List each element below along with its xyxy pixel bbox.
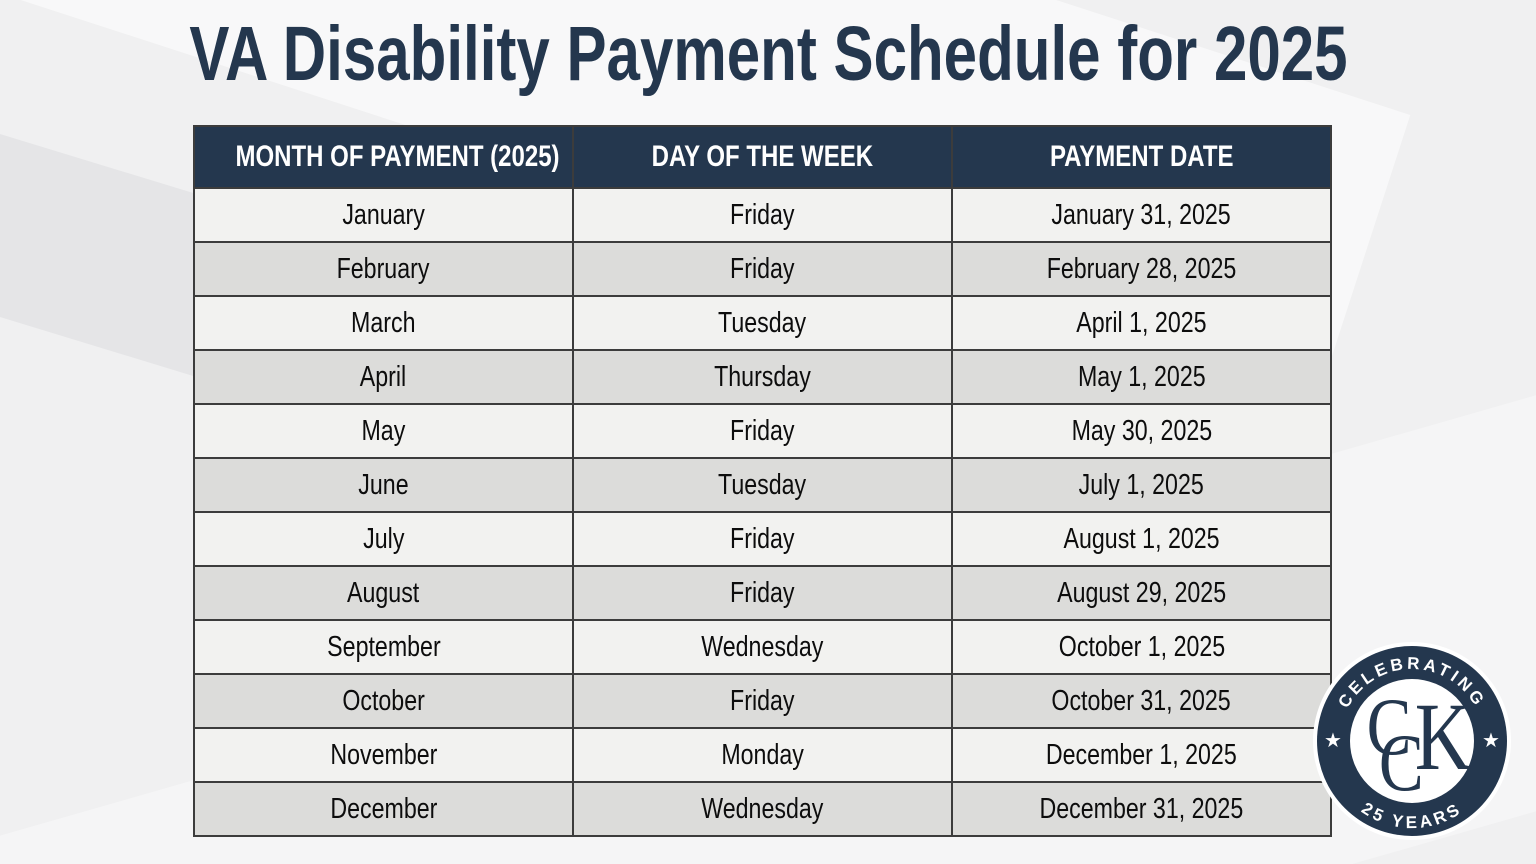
- day-cell: Friday: [572, 403, 953, 459]
- day-cell: Thursday: [572, 349, 953, 405]
- table-row: May Friday May 30, 2025: [193, 403, 1332, 459]
- day-cell: Tuesday: [572, 295, 953, 351]
- date-cell: December 31, 2025: [951, 781, 1332, 837]
- month-cell: April: [193, 349, 574, 405]
- column-header-day: DAY OF THE WEEK: [572, 125, 953, 189]
- month-cell: August: [193, 565, 574, 621]
- column-header-month: MONTH OF PAYMENT (2025): [193, 125, 574, 189]
- header-row: MONTH OF PAYMENT (2025) DAY OF THE WEEK …: [193, 125, 1332, 189]
- day-cell: Wednesday: [572, 619, 953, 675]
- table-row: April Thursday May 1, 2025: [193, 349, 1332, 405]
- cck-monogram: C C K: [1367, 682, 1472, 809]
- date-cell: August 29, 2025: [951, 565, 1332, 621]
- table-row: December Wednesday December 31, 2025: [193, 781, 1332, 837]
- day-cell: Friday: [572, 511, 953, 567]
- date-cell: January 31, 2025: [951, 187, 1332, 243]
- date-cell: May 30, 2025: [951, 403, 1332, 459]
- date-cell: August 1, 2025: [951, 511, 1332, 567]
- star-icon: ★: [1324, 730, 1342, 752]
- month-cell: February: [193, 241, 574, 297]
- cck-logo: CELEBRATING 25 YEARS ★ ★ C C K: [1312, 641, 1512, 841]
- column-header-date: PAYMENT DATE: [951, 125, 1332, 189]
- table-row: September Wednesday October 1, 2025: [193, 619, 1332, 675]
- day-cell: Tuesday: [572, 457, 953, 513]
- cck-logo-badge: CELEBRATING 25 YEARS ★ ★ C C K: [1313, 642, 1511, 840]
- date-cell: February 28, 2025: [951, 241, 1332, 297]
- month-cell: July: [193, 511, 574, 567]
- table-row: November Monday December 1, 2025: [193, 727, 1332, 783]
- payment-schedule-table: MONTH OF PAYMENT (2025) DAY OF THE WEEK …: [193, 125, 1332, 837]
- date-cell: July 1, 2025: [951, 457, 1332, 513]
- month-cell: September: [193, 619, 574, 675]
- month-cell: June: [193, 457, 574, 513]
- month-cell: January: [193, 187, 574, 243]
- star-icon: ★: [1482, 730, 1500, 752]
- day-cell: Monday: [572, 727, 953, 783]
- day-cell: Wednesday: [572, 781, 953, 837]
- day-cell: Friday: [572, 241, 953, 297]
- month-cell: December: [193, 781, 574, 837]
- monogram-letter-k: K: [1415, 684, 1472, 790]
- month-cell: May: [193, 403, 574, 459]
- table-row: January Friday January 31, 2025: [193, 187, 1332, 243]
- day-cell: Friday: [572, 565, 953, 621]
- logo-inner-circle: [1350, 679, 1474, 803]
- date-cell: October 1, 2025: [951, 619, 1332, 675]
- date-cell: May 1, 2025: [951, 349, 1332, 405]
- page-title: VA Disability Payment Schedule for 2025: [188, 11, 1348, 97]
- table-row: October Friday October 31, 2025: [193, 673, 1332, 729]
- table-row: August Friday August 29, 2025: [193, 565, 1332, 621]
- day-cell: Friday: [572, 187, 953, 243]
- table-row: June Tuesday July 1, 2025: [193, 457, 1332, 513]
- month-cell: November: [193, 727, 574, 783]
- monogram-letter-c2: C: [1379, 718, 1424, 809]
- table-row: February Friday February 28, 2025: [193, 241, 1332, 297]
- date-cell: October 31, 2025: [951, 673, 1332, 729]
- month-cell: March: [193, 295, 574, 351]
- table-row: March Tuesday April 1, 2025: [193, 295, 1332, 351]
- date-cell: April 1, 2025: [951, 295, 1332, 351]
- title-bar: VA Disability Payment Schedule for 2025: [0, 10, 1536, 99]
- monogram-letter-c1: C: [1367, 682, 1412, 773]
- day-cell: Friday: [572, 673, 953, 729]
- month-cell: October: [193, 673, 574, 729]
- table-row: July Friday August 1, 2025: [193, 511, 1332, 567]
- date-cell: December 1, 2025: [951, 727, 1332, 783]
